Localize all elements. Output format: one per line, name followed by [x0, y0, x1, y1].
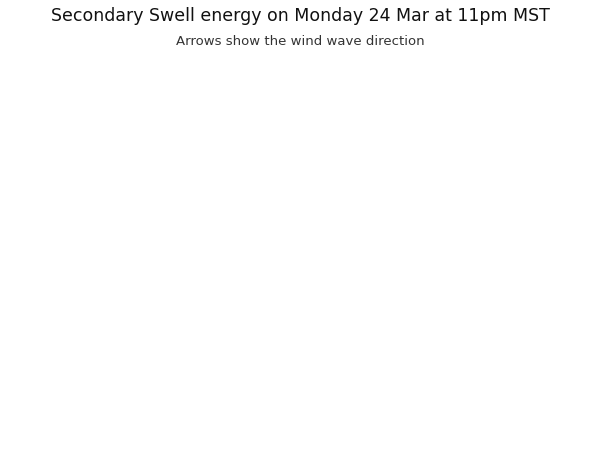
Text: Secondary Swell energy on Monday 24 Mar at 11pm MST: Secondary Swell energy on Monday 24 Mar … [51, 7, 550, 25]
Text: Arrows show the wind wave direction: Arrows show the wind wave direction [176, 35, 425, 48]
Text: cartopy not available: cartopy not available [227, 250, 374, 263]
